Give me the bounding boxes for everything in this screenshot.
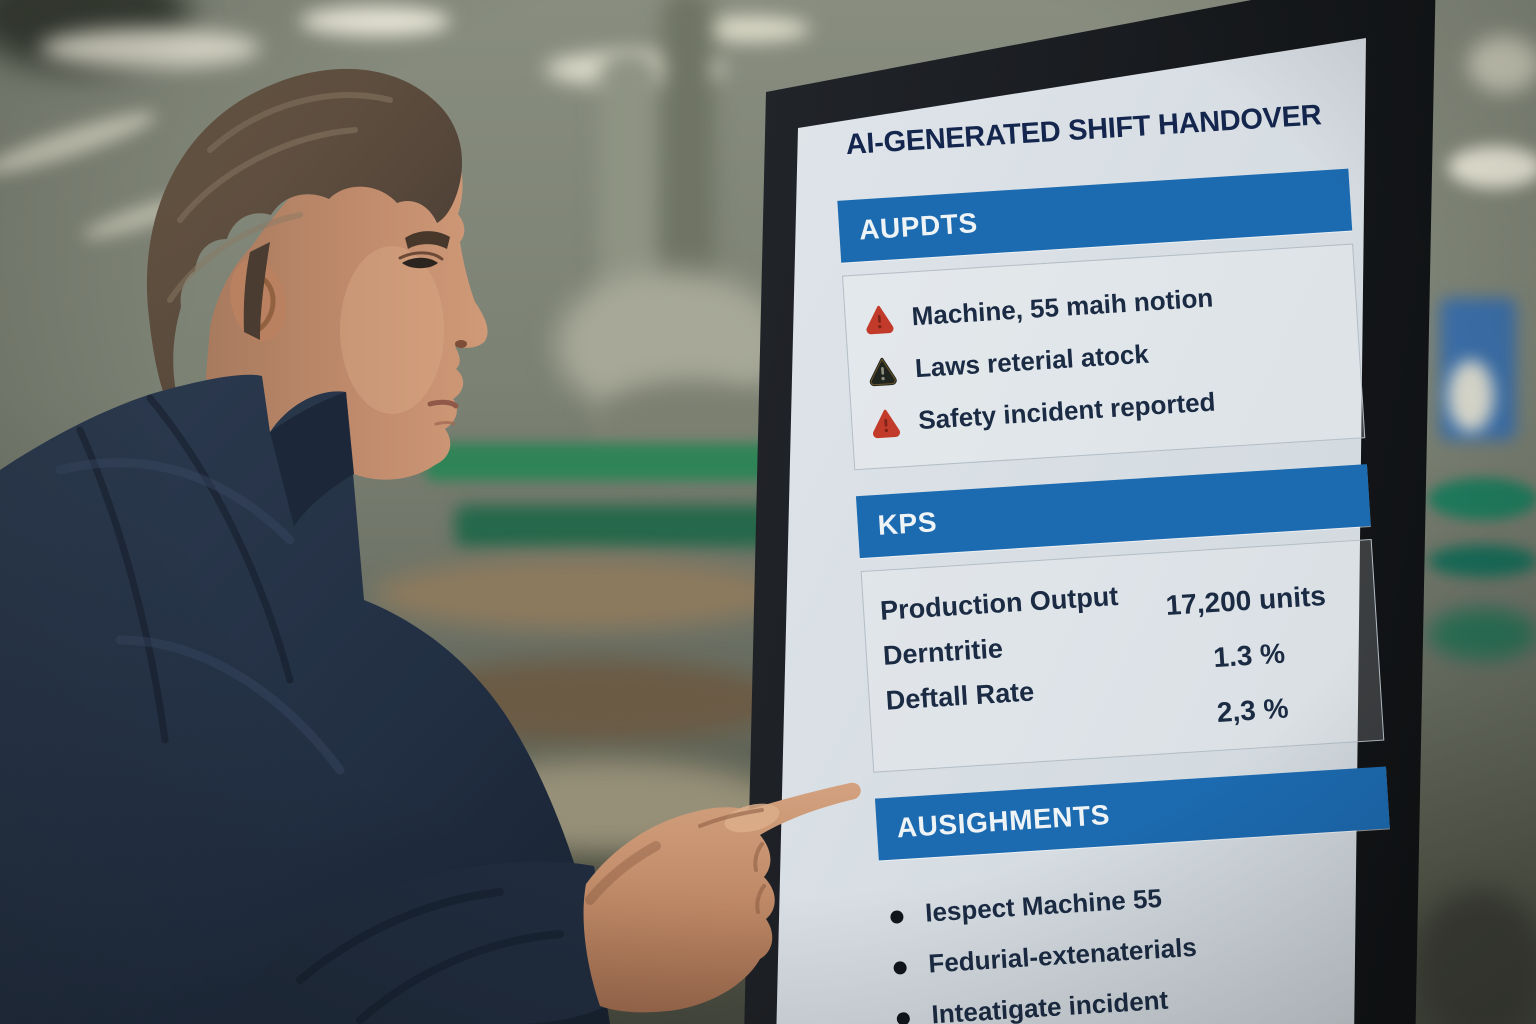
assignment-text: Iespect Machine 55 (924, 882, 1163, 928)
assignments-list: Iespect Machine 55 Fedurial-extenaterial… (880, 844, 1402, 1024)
kpi-panel: Production Output 17,200 units Derntriti… (860, 538, 1385, 773)
update-item: Machine, 55 maih notion (863, 275, 1338, 336)
bullet-icon (893, 961, 908, 975)
warning-red-icon (873, 409, 900, 439)
assignment-item: Inteatigate incident (896, 971, 1393, 1024)
assignment-item: Iespect Machine 55 (889, 869, 1386, 931)
section-header-assignments: AUSIGHMENTS (874, 766, 1390, 861)
updates-panel: Machine, 55 maih notion Laws reterial at… (842, 243, 1366, 471)
assignment-item: Fedurial-extenaterials (893, 920, 1390, 982)
kpi-value: 2,3 % (1215, 692, 1290, 728)
warning-red-icon (866, 305, 894, 335)
assignment-text: Fedurial-extenaterials (927, 931, 1198, 979)
update-text: Machine, 55 maih notion (910, 282, 1215, 332)
bullet-icon (890, 910, 904, 924)
bullet-icon (896, 1011, 911, 1024)
display-content: AI-GENERATED SHIFT HANDOVER AUPDTS Machi… (832, 84, 1402, 1024)
assignment-text: Inteatigate incident (930, 984, 1170, 1024)
update-text: Laws reterial atock (914, 338, 1150, 384)
kpi-label: Derntritie (882, 633, 1004, 671)
kpi-label: Deftall Rate (884, 676, 1036, 716)
update-item: Laws reterial atock (866, 327, 1341, 388)
update-text: Safety incident reported (917, 386, 1217, 436)
kpi-label: Production Output (879, 581, 1120, 626)
update-item: Safety incident reported (869, 378, 1344, 439)
warning-black-icon (869, 357, 897, 387)
